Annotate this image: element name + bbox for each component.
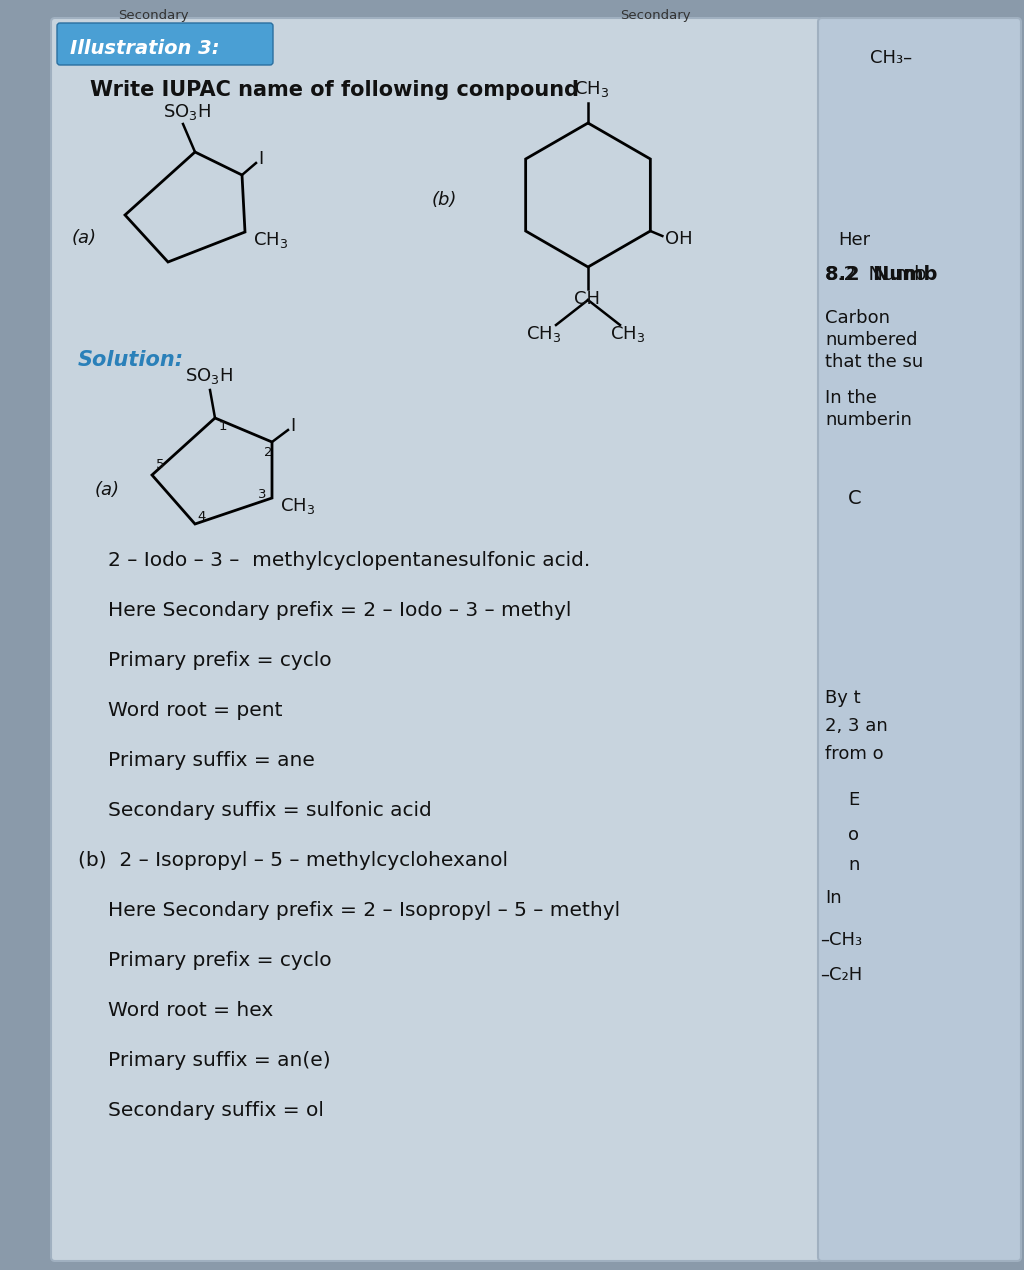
FancyBboxPatch shape	[57, 23, 273, 65]
Text: Primary suffix = an(e): Primary suffix = an(e)	[108, 1050, 331, 1069]
Text: Secondary: Secondary	[118, 9, 188, 22]
Text: C: C	[848, 489, 861, 508]
Text: CH₃–: CH₃–	[870, 50, 912, 67]
Text: Word root = hex: Word root = hex	[108, 1001, 273, 1020]
Text: Write IUPAC name of following compound: Write IUPAC name of following compound	[90, 80, 579, 100]
Text: o: o	[848, 826, 859, 845]
Text: Her: Her	[838, 231, 870, 249]
Text: 5: 5	[156, 458, 165, 471]
Text: (b): (b)	[432, 190, 458, 210]
Text: Carbon: Carbon	[825, 309, 890, 326]
Text: numberin: numberin	[825, 411, 912, 429]
Text: n: n	[848, 856, 859, 874]
Text: Solution:: Solution:	[78, 351, 184, 370]
Text: CH$_3$: CH$_3$	[253, 230, 288, 250]
Text: E: E	[848, 791, 859, 809]
Text: 3: 3	[258, 488, 266, 500]
Text: Here Secondary prefix = 2 – Isopropyl – 5 – methyl: Here Secondary prefix = 2 – Isopropyl – …	[108, 900, 621, 919]
Text: Word root = pent: Word root = pent	[108, 701, 283, 720]
Text: Secondary: Secondary	[620, 9, 690, 22]
Text: CH$_3$: CH$_3$	[280, 497, 315, 516]
Text: that the su: that the su	[825, 353, 924, 371]
Text: 2: 2	[264, 446, 272, 458]
Text: I: I	[290, 417, 295, 436]
FancyBboxPatch shape	[818, 18, 1021, 1261]
Text: Primary prefix = cyclo: Primary prefix = cyclo	[108, 950, 332, 969]
Text: CH$_3$: CH$_3$	[526, 324, 561, 344]
Text: CH: CH	[574, 290, 600, 309]
Text: Primary suffix = ane: Primary suffix = ane	[108, 751, 314, 770]
Text: from o: from o	[825, 745, 884, 763]
Text: 8.2  Numb: 8.2 Numb	[825, 265, 927, 284]
Text: 2 – Iodo – 3 –  methylcyclopentanesulfonic acid.: 2 – Iodo – 3 – methylcyclopentanesulfoni…	[108, 550, 590, 569]
Text: 1: 1	[219, 419, 227, 433]
Text: I: I	[258, 150, 263, 168]
Text: (a): (a)	[95, 481, 120, 499]
Text: CH$_3$: CH$_3$	[610, 324, 645, 344]
Text: Secondary suffix = ol: Secondary suffix = ol	[108, 1101, 324, 1119]
Text: 2, 3 an: 2, 3 an	[825, 718, 888, 735]
Text: OH: OH	[666, 230, 693, 248]
FancyBboxPatch shape	[51, 18, 821, 1261]
Text: SO$_3$H: SO$_3$H	[185, 366, 233, 386]
Text: –CH₃: –CH₃	[820, 931, 862, 949]
Text: Primary prefix = cyclo: Primary prefix = cyclo	[108, 650, 332, 669]
Text: In the: In the	[825, 389, 877, 406]
Text: 4: 4	[197, 509, 206, 522]
Text: (a): (a)	[72, 229, 97, 246]
Text: By t: By t	[825, 690, 860, 707]
Text: Here Secondary prefix = 2 – Iodo – 3 – methyl: Here Secondary prefix = 2 – Iodo – 3 – m…	[108, 601, 571, 620]
Text: (b)  2 – Isopropyl – 5 – methylcyclohexanol: (b) 2 – Isopropyl – 5 – methylcyclohexan…	[78, 851, 508, 870]
Text: CH$_3$: CH$_3$	[574, 79, 609, 99]
Text: In: In	[825, 889, 842, 907]
Text: –C₂H: –C₂H	[820, 966, 862, 984]
Text: Secondary suffix = sulfonic acid: Secondary suffix = sulfonic acid	[108, 800, 432, 819]
Text: SO$_3$H: SO$_3$H	[163, 102, 211, 122]
Text: Illustration 3:: Illustration 3:	[70, 38, 219, 57]
Text: numbered: numbered	[825, 331, 918, 349]
Text: 8.2  Numb: 8.2 Numb	[825, 265, 937, 284]
